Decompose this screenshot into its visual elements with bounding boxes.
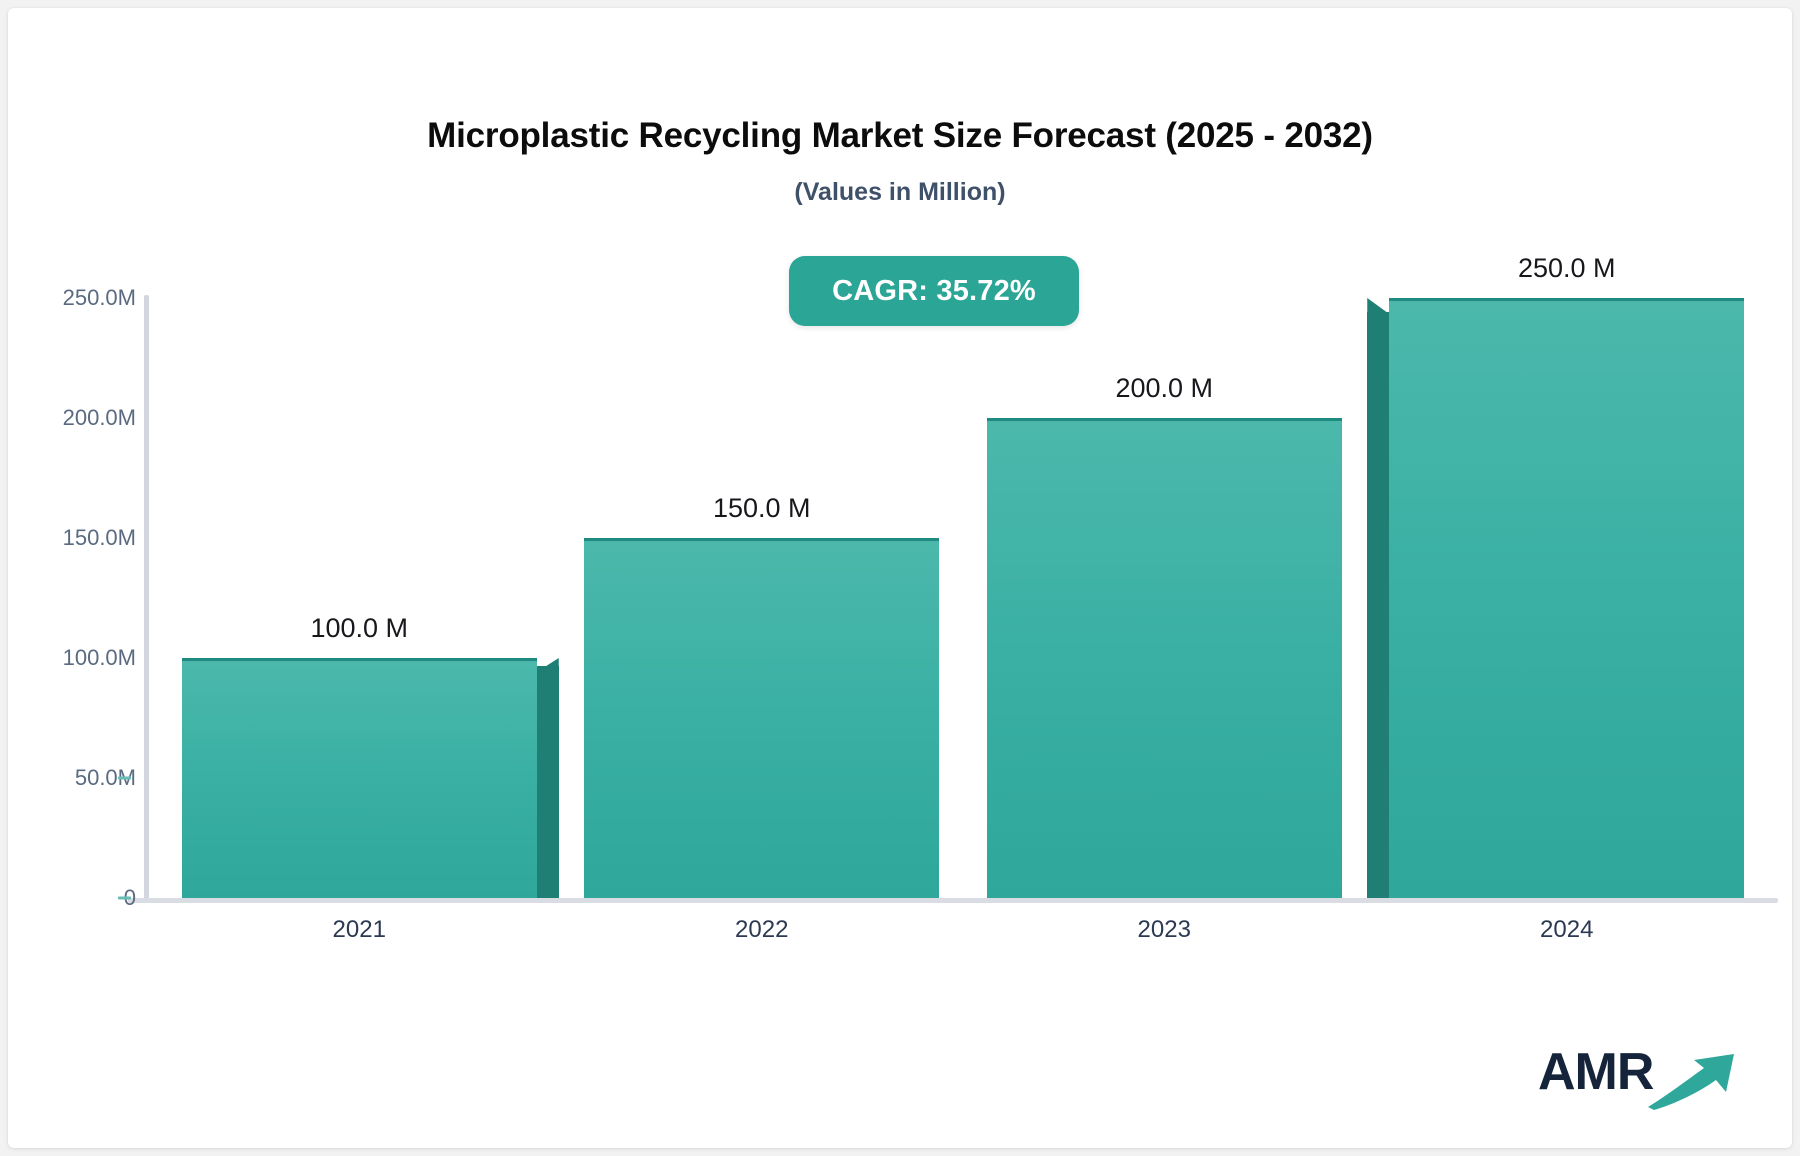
- y-tick: 100.0M: [8, 645, 136, 670]
- bar[interactable]: [986, 418, 1342, 898]
- bar-side-face: [1367, 298, 1390, 898]
- x-axis-line: [128, 898, 1778, 903]
- bar-value-label: 200.0 M: [1115, 373, 1214, 403]
- x-tick-label: 2021: [332, 916, 386, 943]
- x-tick-label: 2023: [1137, 916, 1191, 943]
- y-tick: 200.0M: [8, 405, 136, 430]
- chart-card: Microplastic Recycling Market Size Forec…: [8, 8, 1792, 1148]
- bar-value-label: 150.0 M: [712, 493, 811, 523]
- chart-title: Microplastic Recycling Market Size Forec…: [427, 116, 1373, 155]
- x-tick-label: 2022: [735, 916, 789, 943]
- y-axis-line: [144, 295, 149, 900]
- y-tick-label: 250.0M: [62, 285, 136, 310]
- bar[interactable]: [181, 658, 537, 898]
- amr-logo: AMR: [1538, 1038, 1738, 1118]
- y-tick-mark: [118, 776, 131, 780]
- bar[interactable]: [1389, 298, 1745, 898]
- bar-value-label: 250.0 M: [1517, 253, 1616, 283]
- y-tick-label: 100.0M: [62, 645, 136, 670]
- cagr-badge: CAGR: 35.72%: [789, 256, 1079, 326]
- y-tick-mark: [118, 896, 131, 900]
- bar-value-label: 100.0 M: [310, 613, 409, 643]
- y-tick: 250.0M: [8, 285, 136, 310]
- y-tick: 50.0M: [8, 765, 136, 790]
- bar-side-face: [536, 658, 559, 898]
- cagr-badge-label: CAGR: 35.72%: [832, 274, 1036, 307]
- y-tick-label: 200.0M: [62, 405, 136, 430]
- x-tick-label: 2024: [1540, 916, 1594, 943]
- y-tick: 150.0M: [8, 525, 136, 550]
- amr-logo-text: AMR: [1538, 1043, 1654, 1101]
- chart-subtitle: (Values in Million): [794, 178, 1006, 206]
- bar[interactable]: [584, 538, 940, 898]
- trending-up-arrow-icon: [1648, 1054, 1734, 1110]
- y-tick-label: 150.0M: [62, 525, 136, 550]
- plot-area: 0 50.0M 100.0M 150.0M 200.0M 250.0M 100.0 M 15…: [8, 8, 1792, 1148]
- y-tick: 0: [8, 885, 136, 910]
